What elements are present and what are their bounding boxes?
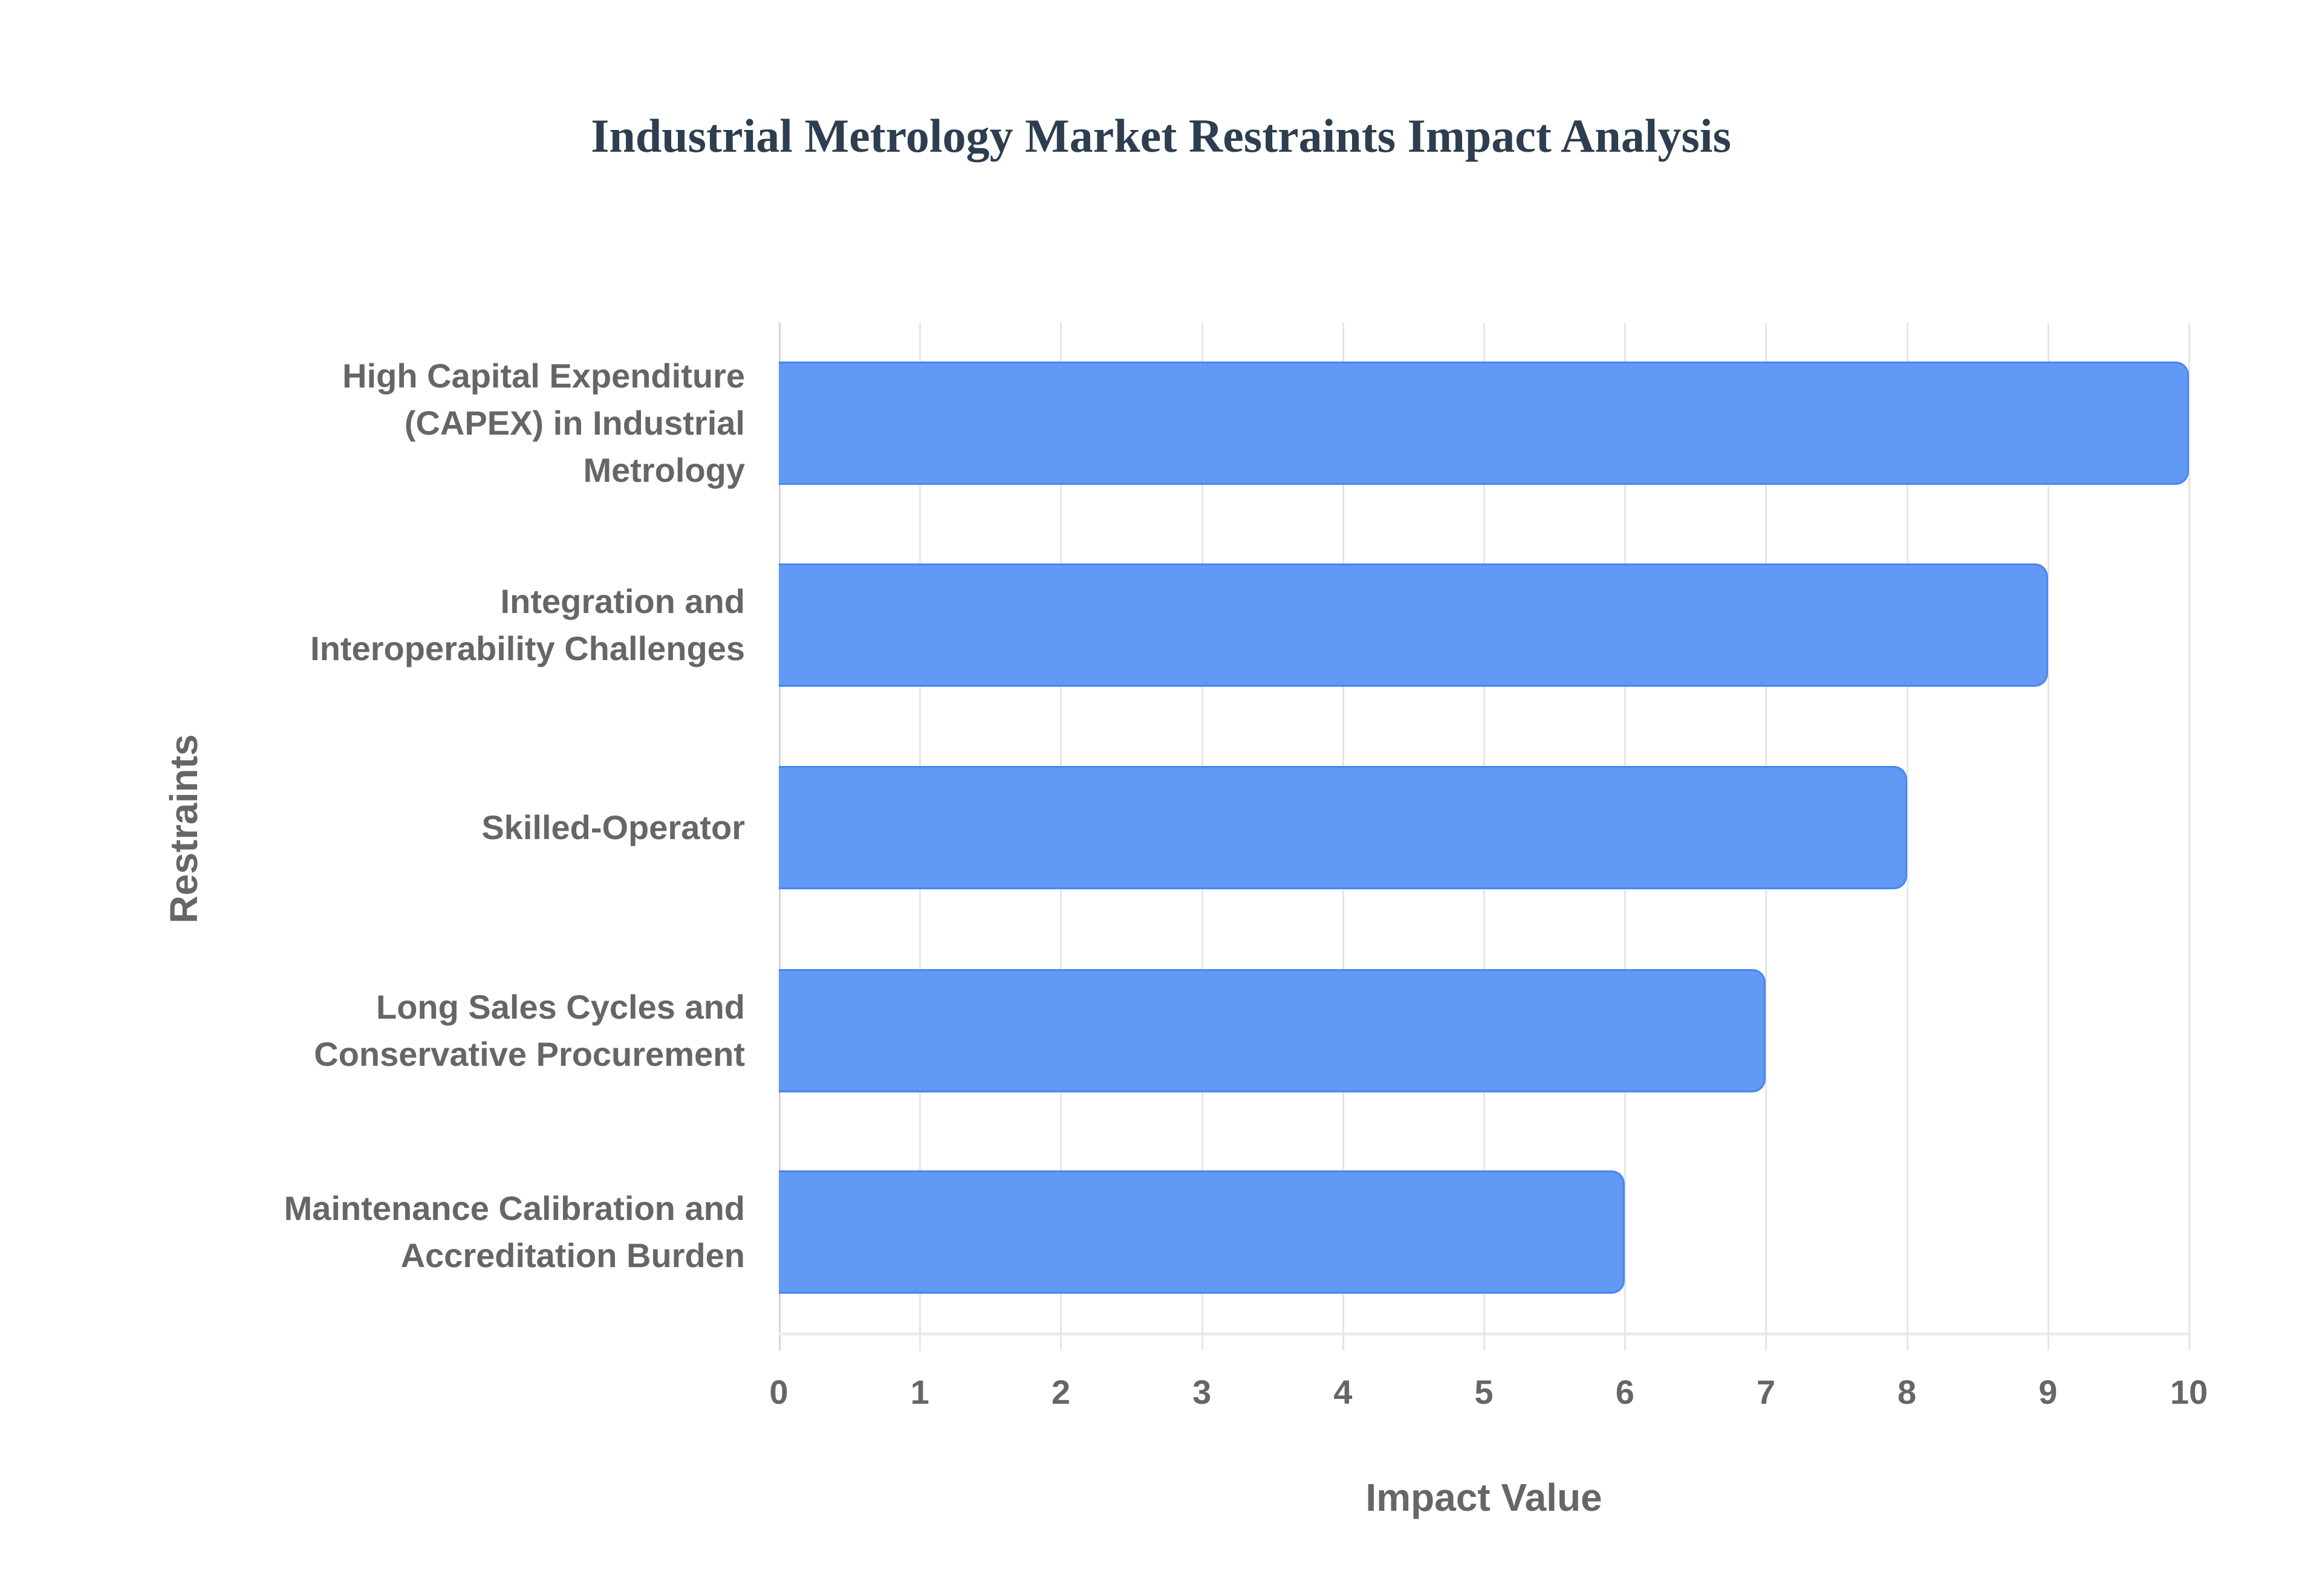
gridline — [1906, 323, 1908, 1351]
category-label: High Capital Expenditure (CAPEX) in Indu… — [342, 357, 745, 489]
category-label: Maintenance Calibration and Accreditatio… — [284, 1189, 745, 1274]
x-tick-label: 5 — [1474, 1373, 1494, 1411]
x-tick-label: 1 — [910, 1373, 929, 1411]
x-tick-label: 4 — [1333, 1373, 1353, 1411]
chart-title: Industrial Metrology Market Restraints I… — [591, 109, 1731, 162]
x-tick-label: 8 — [1898, 1373, 1917, 1411]
y-axis-title: Restraints — [162, 734, 206, 924]
bar[interactable] — [779, 1170, 1625, 1294]
x-tick-label: 10 — [2170, 1373, 2208, 1411]
bar[interactable] — [779, 766, 1907, 889]
x-tick-label: 9 — [2038, 1373, 2058, 1411]
x-tick-label: 2 — [1051, 1373, 1070, 1411]
category-label: Skilled-Operator — [481, 808, 745, 846]
gridline — [2188, 323, 2190, 1351]
x-tick-label: 7 — [1756, 1373, 1775, 1411]
bar[interactable] — [779, 563, 2048, 687]
category-label: Long Sales Cycles and Conservative Procu… — [314, 988, 745, 1073]
plot-area — [779, 323, 2191, 1351]
x-tick-label: 0 — [769, 1373, 789, 1411]
bar[interactable] — [779, 969, 1766, 1092]
bar[interactable] — [779, 362, 2189, 485]
category-label: Integration and Interoperability Challen… — [310, 582, 745, 667]
gridline — [2047, 323, 2049, 1351]
x-axis-title: Impact Value — [1365, 1476, 1602, 1519]
x-tick-label: 6 — [1615, 1373, 1634, 1411]
x-tick-label: 3 — [1192, 1373, 1212, 1411]
